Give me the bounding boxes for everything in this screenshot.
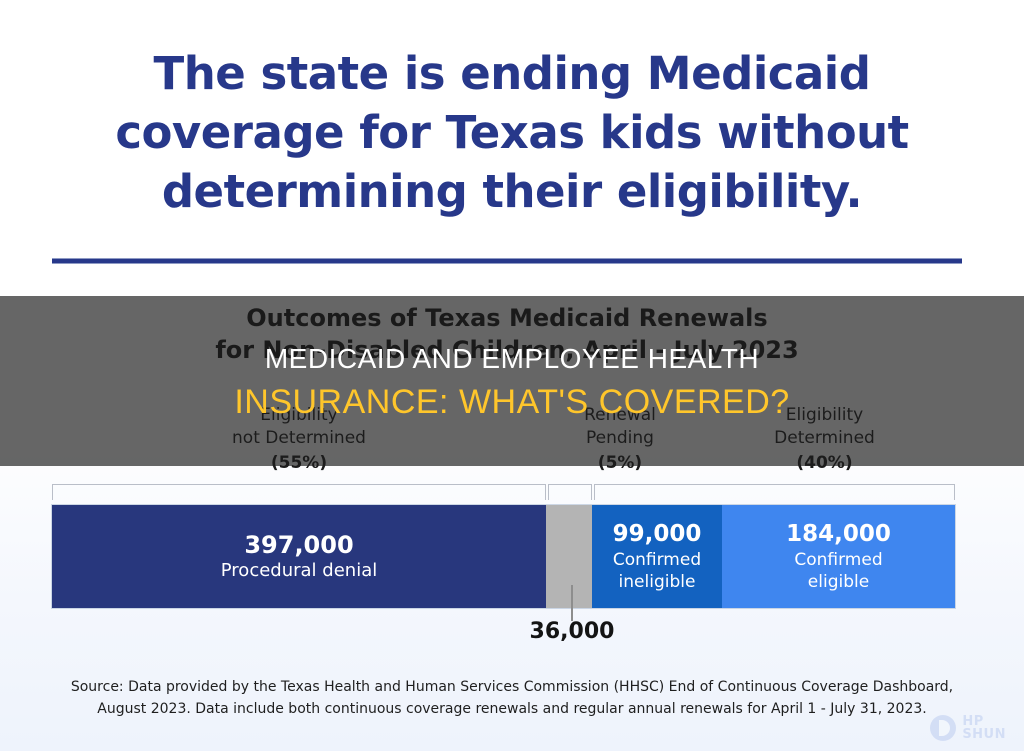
segment-2-value: 99,000 [612,521,702,547]
bracket-eligibility-not-determined [52,484,546,500]
segment-3-value: 184,000 [786,521,891,547]
watermark-text: HP SHUN [962,715,1006,741]
crescent-logo-icon [930,715,957,741]
title-overlay-banner: MEDICAID AND EMPLOYEE HEALTH INSURANCE: … [0,296,1024,466]
overlay-title-line1: MEDICAID AND EMPLOYEE HEALTH [264,343,760,374]
headline-block: The state is ending Medicaid coverage fo… [52,44,972,221]
callout-leader-line [571,585,573,621]
chart-source-note: Source: Data provided by the Texas Healt… [70,679,954,717]
bar-segment-procedural-denial: 397,000 Procedural denial [52,505,546,608]
category-brackets [52,484,955,502]
stacked-bar-chart: 397,000 Procedural denial 99,000 Confirm… [52,505,955,608]
headline-divider [52,258,962,264]
bar-segment-renewal-pending [546,505,592,608]
segment-3-caption-line2: eligible [807,572,870,592]
bracket-renewal-pending [548,484,592,500]
bracket-eligibility-determined [594,484,955,500]
segment-3-caption-line1: Confirmed [794,550,883,570]
watermark: HP SHUN [930,715,1006,741]
segment-2-caption-line2: ineligible [618,572,696,592]
segment-0-caption: Procedural denial [220,560,378,581]
watermark-line2: SHUN [962,727,1006,742]
watermark-line1: HP [962,714,984,729]
page-title: The state is ending Medicaid coverage fo… [115,47,909,218]
callout-value-36000: 36,000 [529,619,615,644]
segment-0-value: 397,000 [244,531,354,559]
segment-2-caption-line1: Confirmed [612,550,702,570]
overlay-title-line2: INSURANCE: WHAT'S COVERED? [234,383,790,421]
bar-segment-confirmed-ineligible: 99,000 Confirmed ineligible [592,505,722,608]
bar-segment-confirmed-eligible: 184,000 Confirmed eligible [722,505,955,608]
